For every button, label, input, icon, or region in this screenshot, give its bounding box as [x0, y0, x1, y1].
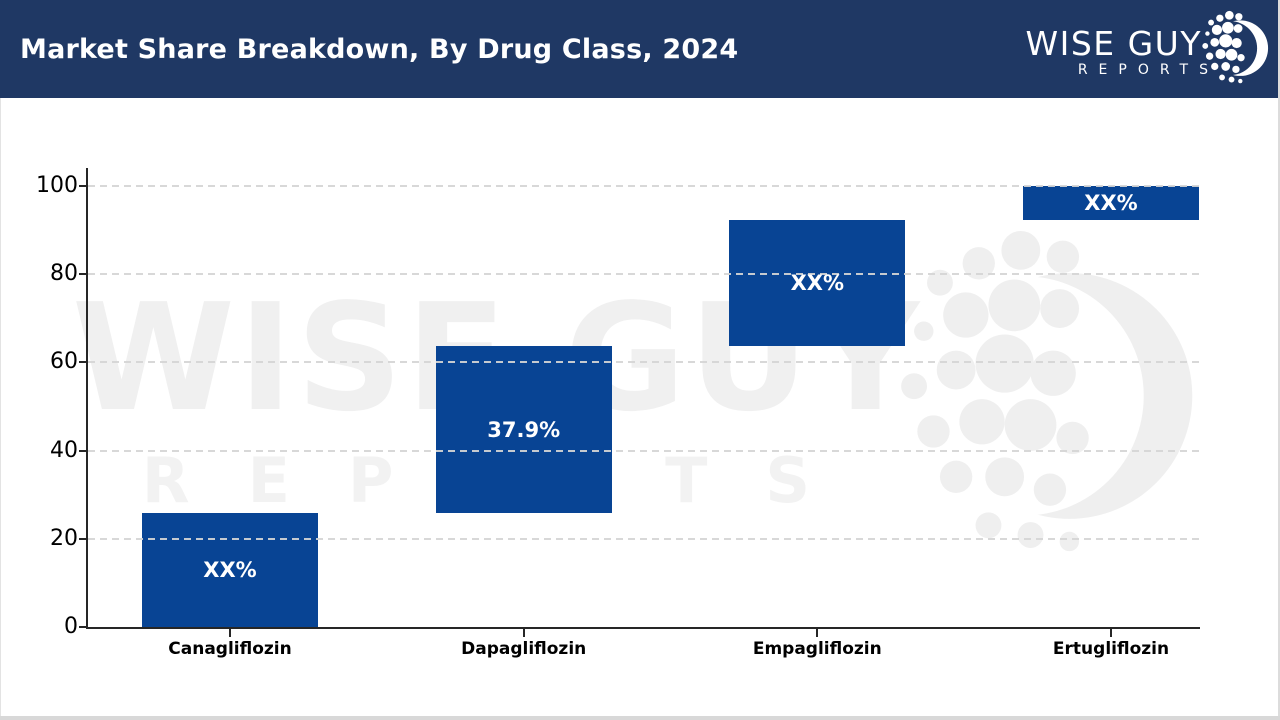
chart-title: Market Share Breakdown, By Drug Class, 2…	[20, 33, 739, 65]
gridline-80	[88, 273, 1200, 276]
y-tick-label: 0	[64, 614, 78, 639]
image-left-border	[0, 98, 1, 720]
y-tick-label: 20	[50, 525, 78, 551]
y-tick-label: 100	[36, 173, 78, 198]
x-category-label: Canagliflozin	[168, 639, 292, 659]
y-axis-tick	[79, 537, 88, 540]
bar-dapagliflozin	[435, 346, 612, 514]
bar-empagliflozin	[729, 220, 906, 347]
bar-value-label: XX%	[1084, 190, 1138, 215]
header-band: Market Share Breakdown, By Drug Class, 2…	[0, 0, 1280, 98]
y-axis-line	[86, 168, 88, 629]
gridline-100	[88, 185, 1200, 187]
gridline-40	[88, 449, 1200, 452]
y-axis-tick	[79, 449, 88, 452]
x-category-label: Empagliflozin	[752, 639, 882, 659]
logo-subtitle: REPORTS	[1077, 62, 1219, 78]
image-bottom-border	[0, 716, 1280, 720]
gridline-60	[88, 361, 1200, 364]
x-axis-tick	[522, 629, 525, 637]
logo-wordmark: WISE GUY	[1025, 24, 1202, 63]
bar-value-label: XX%	[790, 271, 845, 296]
x-axis-tick	[1110, 629, 1112, 637]
x-axis-tick	[816, 629, 819, 637]
bar-value-label: XX%	[203, 558, 257, 583]
gridline-20	[88, 537, 1200, 540]
bar-ertugliflozin	[1023, 185, 1199, 221]
watermark-dotted-head-icon	[901, 230, 1193, 552]
wiseguy-logo: WISE GUY REPORTS	[1000, 0, 1270, 98]
x-axis-line	[86, 627, 1200, 629]
bar-canagliflozin	[142, 513, 318, 627]
logo-dotted-head-icon	[1202, 10, 1269, 84]
bar-value-label: 37.9%	[487, 417, 561, 442]
x-category-label: Ertugliflozin	[1052, 639, 1170, 659]
image-right-border	[1278, 0, 1280, 720]
y-axis-tick	[79, 626, 88, 628]
y-tick-label: 40	[50, 437, 78, 463]
y-tick-label: 60	[50, 349, 78, 375]
y-axis-tick	[79, 185, 88, 187]
y-tick-label: 80	[50, 261, 78, 287]
x-category-label: Dapagliflozin	[461, 639, 587, 659]
y-axis-tick	[79, 361, 88, 364]
y-axis-tick	[79, 273, 88, 276]
x-axis-tick	[229, 629, 231, 637]
